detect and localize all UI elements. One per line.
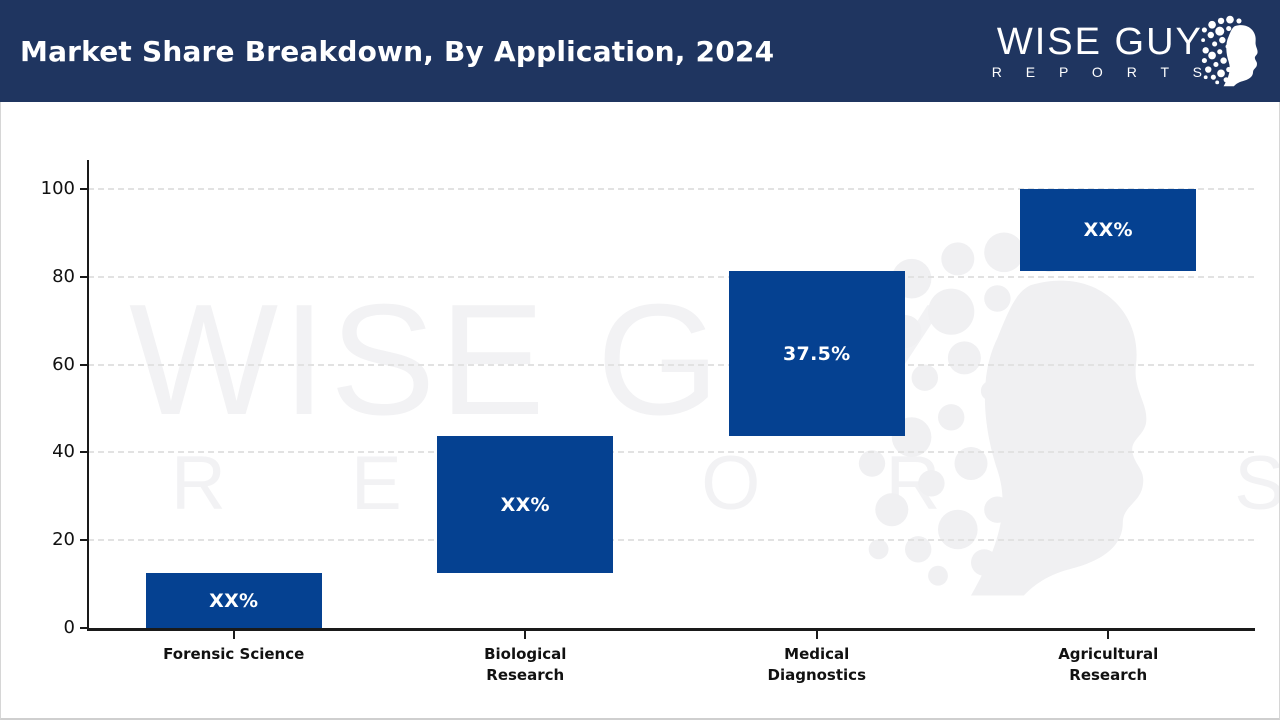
y-tick-label-80: 80 — [52, 265, 75, 287]
y-tick-mark-80 — [80, 275, 88, 278]
gridline-80 — [88, 275, 1254, 278]
logo-text: WISE GUY R E P O R T S — [988, 23, 1212, 80]
x-tick-mark-2 — [815, 631, 818, 639]
y-tick-label-60: 60 — [52, 353, 75, 375]
category-label-line: Diagnostics — [767, 666, 867, 684]
category-label-line: Agricultural — [1058, 645, 1159, 663]
y-tick-mark-40 — [80, 451, 88, 454]
category-label-1: Biological Research — [395, 644, 655, 686]
y-tick-mark-60 — [80, 363, 88, 366]
category-label-line: Medical — [784, 645, 850, 663]
x-axis-spine — [87, 628, 1255, 631]
bar-value-label: XX% — [1083, 219, 1133, 242]
category-label-3: Agricultural Research — [978, 644, 1238, 686]
x-tick-mark-3 — [1107, 631, 1110, 639]
bar-agricultural-research: XX% — [1020, 189, 1197, 272]
bar-biological-research: XX% — [437, 435, 614, 574]
category-label-line: Forensic Science — [163, 645, 305, 663]
bar-value-label: XX% — [209, 589, 259, 612]
y-tick-label-100: 100 — [40, 178, 75, 199]
header-bar: Market Share Breakdown, By Application, … — [0, 0, 1280, 102]
x-tick-mark-0 — [232, 631, 235, 639]
bar-medical-diagnostics: 37.5% — [728, 271, 905, 436]
category-label-0: Forensic Science — [104, 644, 364, 665]
category-label-line: Research — [486, 666, 565, 684]
y-tick-label-20: 20 — [52, 529, 75, 551]
y-tick-mark-100 — [80, 188, 88, 190]
x-tick-mark-1 — [524, 631, 527, 639]
y-axis-spine — [87, 160, 89, 630]
gridline-100 — [88, 188, 1254, 190]
wiseguy-logo: WISE GUY R E P O R T S — [988, 10, 1262, 92]
y-tick-label-0: 0 — [63, 617, 75, 638]
gridline-20 — [88, 539, 1254, 542]
page-title: Market Share Breakdown, By Application, … — [20, 34, 775, 68]
logo-wordmark: WISE GUY — [996, 20, 1203, 63]
category-label-2: Medical Diagnostics — [687, 644, 947, 686]
logo-reports-label: R E P O R T S — [991, 63, 1212, 80]
gridline-40 — [88, 451, 1254, 454]
category-label-line: Research — [1069, 666, 1148, 684]
y-tick-label-40: 40 — [52, 441, 75, 463]
bar-forensic-science: XX% — [145, 573, 322, 628]
y-tick-mark-20 — [80, 539, 88, 542]
gridline-60 — [88, 363, 1254, 366]
y-tick-mark-0 — [80, 627, 88, 629]
bar-value-label: 37.5% — [783, 342, 851, 365]
category-label-line: Biological — [484, 645, 567, 663]
wiseguy-head-icon — [1201, 15, 1258, 87]
bar-value-label: XX% — [500, 493, 550, 516]
chart-area: WISE GUY R E P O R T S 0 20 40 60 80 100 XX% Fo… — [0, 102, 1280, 720]
